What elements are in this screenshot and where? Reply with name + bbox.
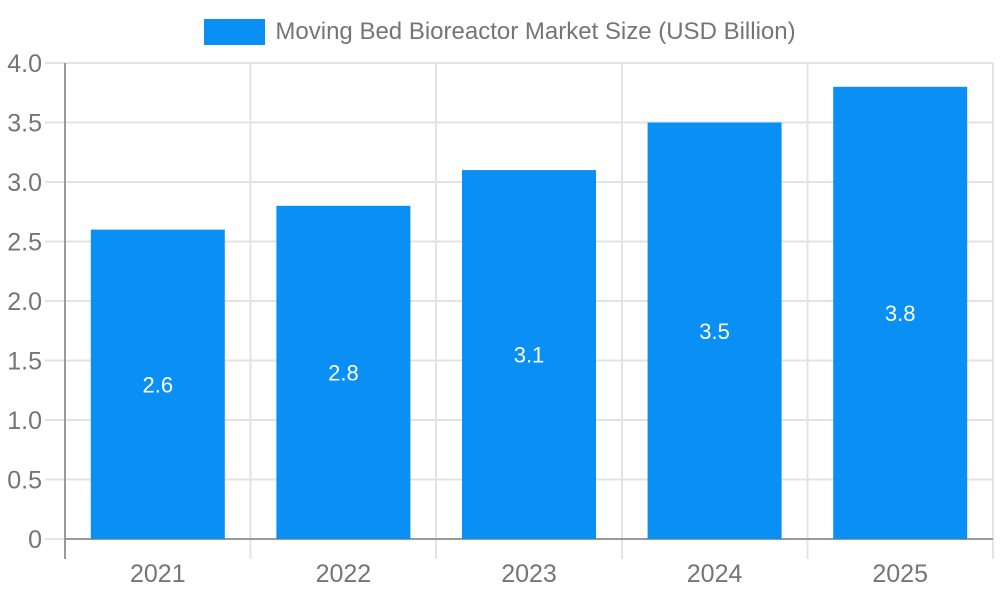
- legend-label: Moving Bed Bioreactor Market Size (USD B…: [275, 18, 796, 45]
- y-tick-label: 2.5: [7, 229, 42, 257]
- x-tick-label: 2024: [687, 560, 743, 588]
- bar-2022[interactable]: [276, 205, 411, 540]
- y-tick-label: 1.5: [7, 348, 42, 376]
- y-tick-label: 4.0: [7, 50, 42, 78]
- bar-value-label: 3.8: [885, 301, 916, 326]
- bar-value-label: 3.1: [514, 343, 545, 368]
- bar-2021[interactable]: [90, 229, 225, 539]
- bar-2025[interactable]: [833, 86, 968, 540]
- y-tick-label: 3.5: [7, 110, 42, 138]
- bar-2023[interactable]: [462, 170, 596, 539]
- legend-swatch: [204, 19, 266, 45]
- chart-legend[interactable]: Moving Bed Bioreactor Market Size (USD B…: [0, 14, 1000, 50]
- y-tick-label: 3.0: [7, 169, 42, 197]
- y-tick-label: 0: [28, 526, 42, 554]
- y-tick-label: 1.0: [7, 407, 42, 435]
- y-tick-label: 2.0: [7, 288, 42, 316]
- bar-value-label: 2.8: [328, 360, 359, 385]
- x-tick-label: 2022: [316, 560, 372, 588]
- bar-value-label: 3.5: [699, 319, 730, 344]
- y-tick-label: 0.5: [7, 467, 42, 495]
- x-tick-label: 2021: [130, 560, 186, 588]
- bar-2024[interactable]: [647, 122, 782, 540]
- bar-value-label: 2.6: [143, 372, 174, 397]
- x-tick-label: 2025: [872, 560, 928, 588]
- x-tick-label: 2023: [501, 560, 557, 588]
